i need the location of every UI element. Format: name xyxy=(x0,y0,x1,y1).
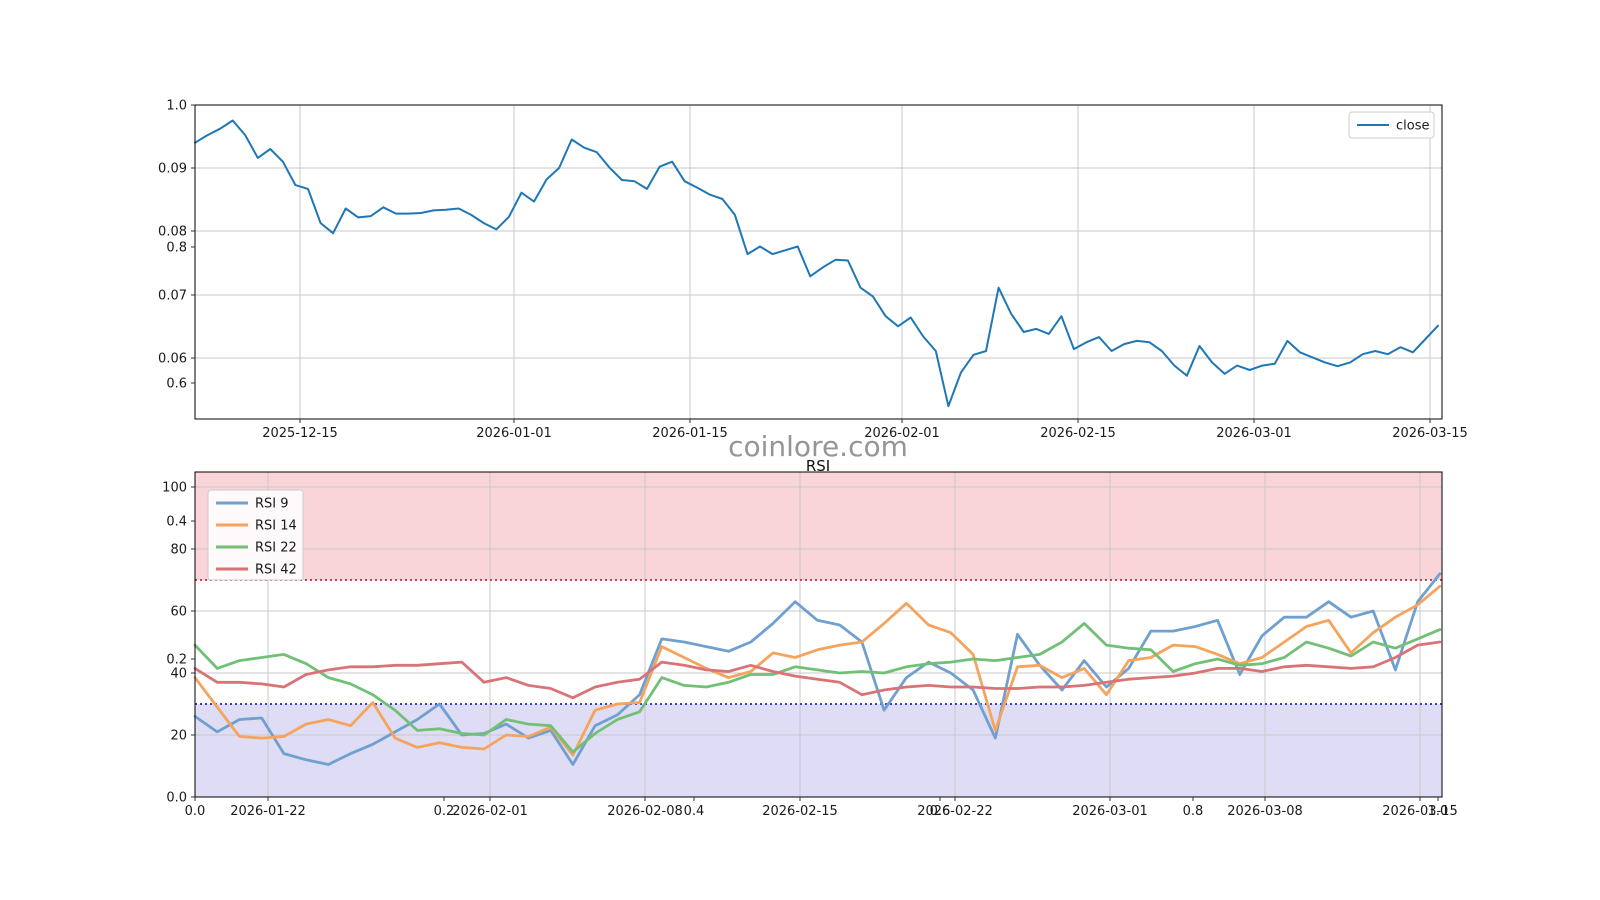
rsi-overlay-x-tick-label: 0.2 xyxy=(434,804,455,819)
rsi-y-tick-label: 80 xyxy=(170,543,187,558)
rsi-14-line xyxy=(193,584,1442,757)
rsi-overlay-x-tick-label: 0.6 xyxy=(930,804,951,819)
rsi-y-tick-label: 40 xyxy=(170,667,187,682)
price-x-tick-label: 2026-01-01 xyxy=(476,426,552,441)
rsi-x-tick-label: 2026-03-15 xyxy=(1382,804,1458,819)
rsi-y-tick-label: 60 xyxy=(170,605,187,620)
rsi-chart: 100 80 60 40 20 0.4 0.2 0.0 2026-01-22 2026-02-01… xyxy=(162,471,1458,819)
rsi-overlay-y-tick-label: 0.0 xyxy=(166,791,187,806)
price-chart: 0.09 0.08 0.07 0.06 1.0 0.8 0.6 2025-12-15 2026-… xyxy=(158,99,1468,442)
rsi-22-line xyxy=(193,622,1442,754)
rsi-overlay-x-tick-label: 0.8 xyxy=(1183,804,1204,819)
rsi-overlay-x-tick-label: 1.0 xyxy=(1428,804,1449,819)
price-overlay-y-tick-label: 0.8 xyxy=(166,241,187,256)
watermark: coinlore.com xyxy=(728,430,908,463)
price-y-tick-label: 0.07 xyxy=(158,289,187,304)
price-y-tick-label: 0.08 xyxy=(158,225,187,240)
price-y-tick-label: 0.09 xyxy=(158,162,187,177)
price-overlay-y-tick-label: 0.6 xyxy=(166,377,187,392)
price-x-tick-label: 2026-03-01 xyxy=(1216,426,1292,441)
price-x-tick-label: 2026-01-15 xyxy=(652,426,728,441)
price-x-tick-label: 2026-03-15 xyxy=(1392,426,1468,441)
price-overlay-y-tick-label: 1.0 xyxy=(166,99,187,114)
legend-label: RSI 22 xyxy=(255,541,297,556)
legend-label: RSI 42 xyxy=(255,563,297,578)
price-y-tick-label: 0.06 xyxy=(158,352,187,367)
rsi-overlay-y-tick-label: 0.2 xyxy=(166,653,187,668)
rsi-42-line xyxy=(193,640,1442,700)
rsi-overlay-x-tick-label: 0.0 xyxy=(185,804,206,819)
rsi-overlay-y-tick-label: 0.4 xyxy=(166,515,187,530)
rsi-x-tick-label: 2026-02-08 xyxy=(607,804,683,819)
legend-label: RSI 14 xyxy=(255,519,297,534)
rsi-x-tick-label: 2026-01-22 xyxy=(230,804,306,819)
rsi-legend: RSI 9 RSI 14 RSI 22 RSI 42 xyxy=(207,489,304,581)
rsi-x-tick-label: 2026-02-15 xyxy=(762,804,838,819)
close-line xyxy=(194,119,1439,408)
oversold-band xyxy=(195,704,1442,797)
rsi-x-tick-label: 2026-03-08 xyxy=(1227,804,1303,819)
rsi-overlay-x-tick-label: 0.4 xyxy=(684,804,705,819)
rsi-9-line xyxy=(193,572,1442,766)
rsi-x-tick-label: 2026-02-01 xyxy=(452,804,528,819)
price-x-tick-label: 2026-02-15 xyxy=(1040,426,1116,441)
rsi-x-tick-label: 2026-02-22 xyxy=(917,804,993,819)
price-x-tick-label: 2026-02-01 xyxy=(864,426,940,441)
rsi-x-tick-label: 2026-03-01 xyxy=(1072,804,1148,819)
rsi-y-tick-label: 20 xyxy=(170,729,187,744)
rsi-chart-title: RSI xyxy=(805,457,831,475)
legend-label: RSI 9 xyxy=(255,497,289,512)
legend-label: close xyxy=(1396,119,1429,134)
overbought-band xyxy=(195,472,1442,580)
price-legend: close xyxy=(1348,111,1435,139)
price-x-tick-label: 2025-12-15 xyxy=(262,426,338,441)
rsi-y-tick-label: 100 xyxy=(162,481,187,496)
